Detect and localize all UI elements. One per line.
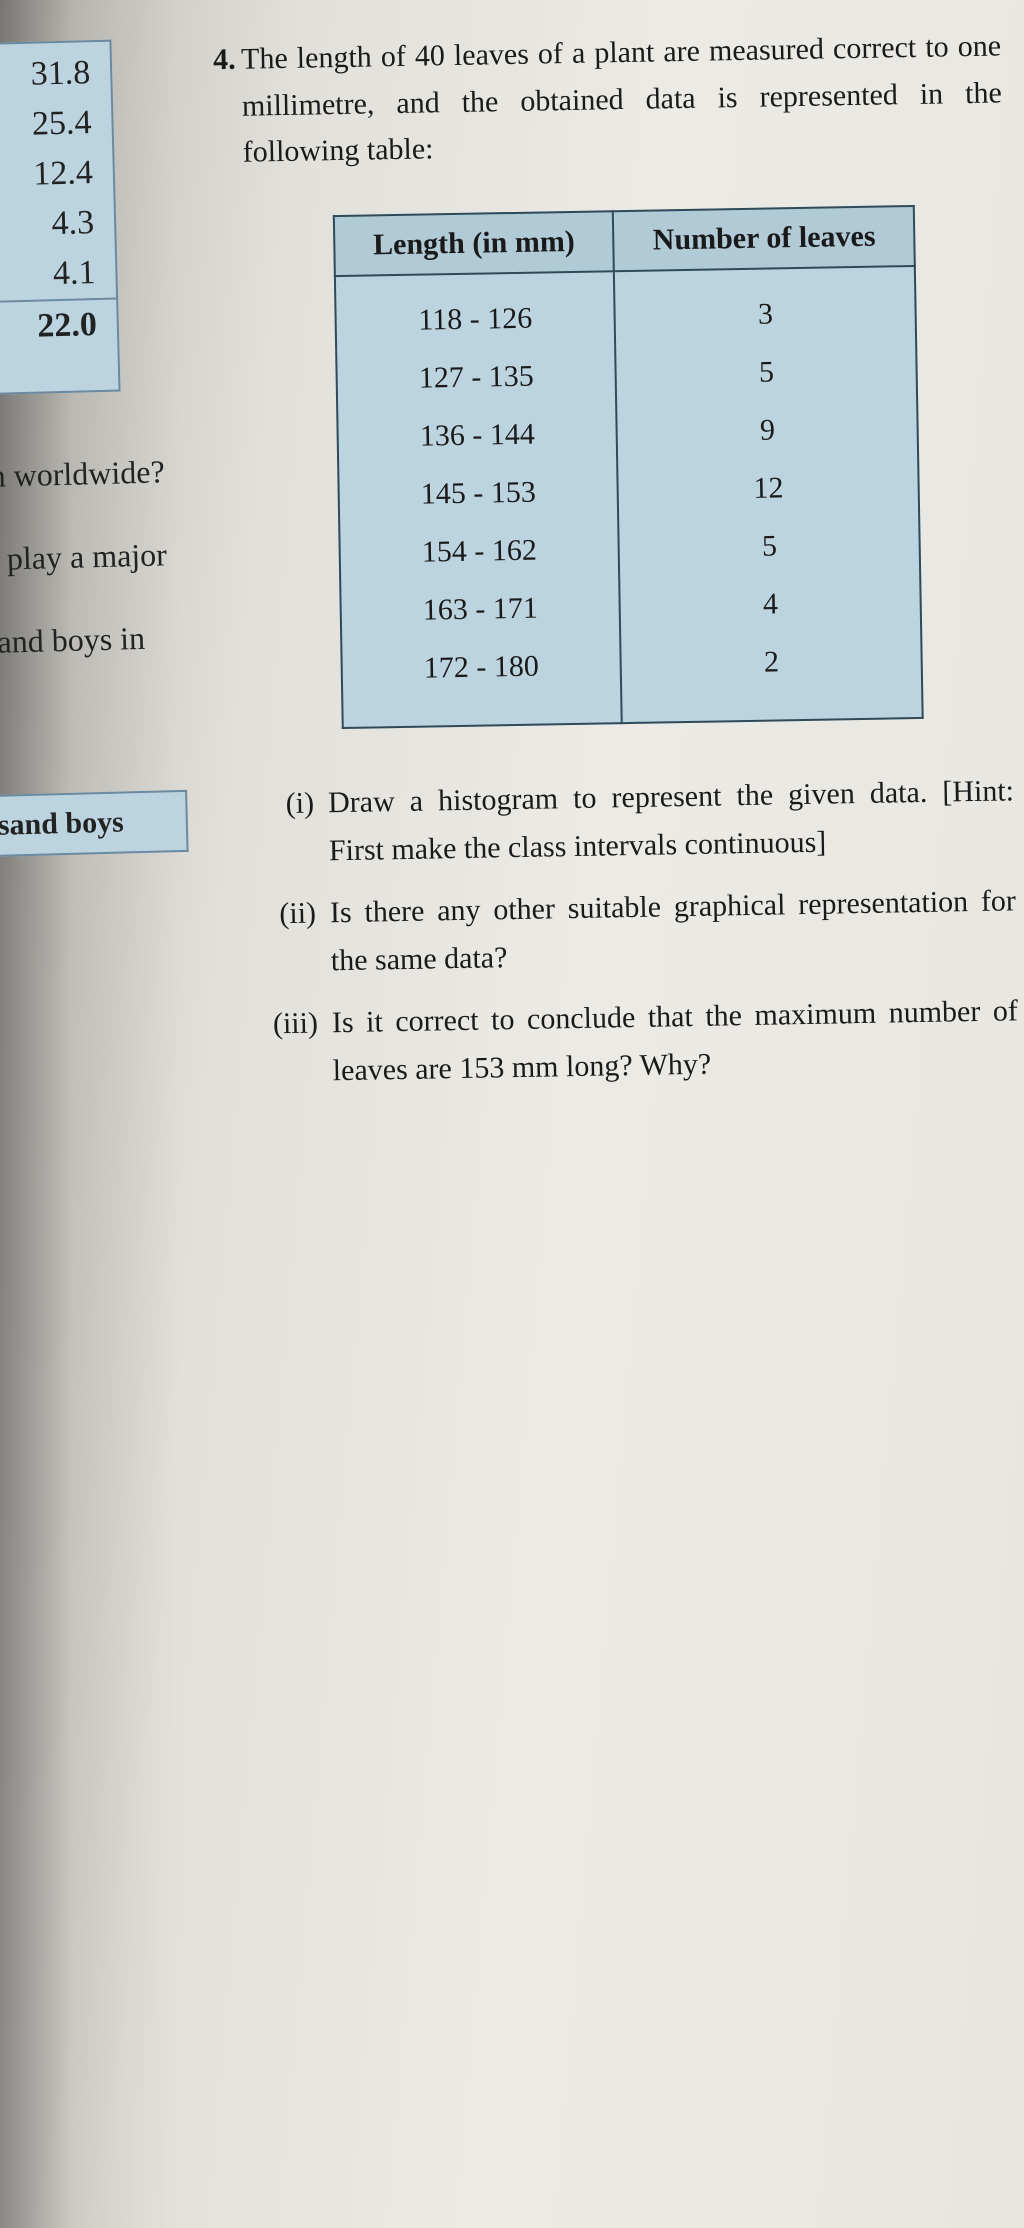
cell-length: 163 - 171 [340, 578, 621, 641]
frag-line: sand boys in [0, 595, 236, 685]
frag-line: h play a major [0, 512, 234, 602]
subpart-rn: (ii) [256, 889, 332, 986]
subpart: (iii) Is it correct to conclude that the… [258, 987, 1020, 1096]
cell-count: 3 [614, 265, 916, 345]
cell-length: 136 - 144 [337, 404, 618, 467]
subpart-rn: (i) [254, 779, 330, 876]
frag-num: 25.4 [0, 98, 112, 152]
cell-length: 127 - 135 [336, 346, 617, 409]
cell-count: 9 [617, 398, 919, 461]
frag-num: 31.8 [0, 48, 111, 102]
leaves-table: Length (in mm) Number of leaves 118 - 12… [333, 204, 924, 728]
col-header-count: Number of leaves [613, 205, 915, 270]
cell-length: 154 - 162 [339, 520, 620, 583]
cell-length: 172 - 180 [341, 636, 622, 728]
subquestions: (i) Draw a histogram to represent the gi… [254, 767, 1019, 1096]
table-row: 118 - 126 3 [335, 265, 917, 350]
frag-num: 12.4 [0, 148, 113, 202]
col-header-length: Length (in mm) [334, 211, 615, 276]
cell-count: 12 [618, 456, 920, 519]
table-row: 163 - 171 4 [340, 572, 921, 640]
fragment-number-column: 31.8 25.4 12.4 4.3 4.1 22.0 [0, 40, 121, 396]
left-page-fragment: 31.8 25.4 12.4 4.3 4.1 22.0 th worldwide… [0, 37, 241, 857]
cell-length: 145 - 153 [338, 462, 619, 525]
table-row: 154 - 162 5 [339, 514, 920, 582]
frag-total: 22.0 [0, 298, 117, 354]
question-number: 4. [213, 43, 236, 77]
table-row: 127 - 135 5 [336, 340, 917, 408]
subpart-text: Is it correct to conclude that the maxim… [331, 987, 1019, 1095]
subpart-text: Is there any other suitable graphical re… [330, 877, 1018, 985]
cell-count: 4 [620, 572, 922, 635]
subpart-text: Draw a histogram to represent the given … [328, 767, 1016, 875]
table-row: 145 - 153 12 [338, 456, 919, 524]
cell-count: 5 [616, 340, 918, 403]
table-row: 136 - 144 9 [337, 398, 918, 466]
table-header-row: Length (in mm) Number of leaves [334, 205, 915, 275]
table-row: 172 - 180 2 [341, 630, 923, 727]
question-block: 4. The length of 40 leaves of a plant ar… [241, 23, 1020, 1110]
subpart: (i) Draw a histogram to represent the gi… [254, 767, 1016, 876]
frag-line: th worldwide? [0, 429, 232, 519]
frag-num: 4.3 [0, 198, 115, 252]
subpart: (ii) Is there any other suitable graphic… [256, 877, 1018, 986]
cell-count: 2 [621, 630, 923, 722]
question-intro: The length of 40 leaves of a plant are m… [241, 23, 1003, 176]
fragment-table-header: sand boys [0, 789, 189, 856]
fragment-text-lines: th worldwide? h play a major sand boys i… [0, 429, 236, 685]
frag-num: 4.1 [0, 248, 116, 302]
cell-length: 118 - 126 [335, 271, 616, 351]
subpart-rn: (iii) [258, 999, 334, 1096]
cell-count: 5 [619, 514, 921, 577]
textbook-page: 31.8 25.4 12.4 4.3 4.1 22.0 th worldwide… [0, 0, 1024, 2228]
